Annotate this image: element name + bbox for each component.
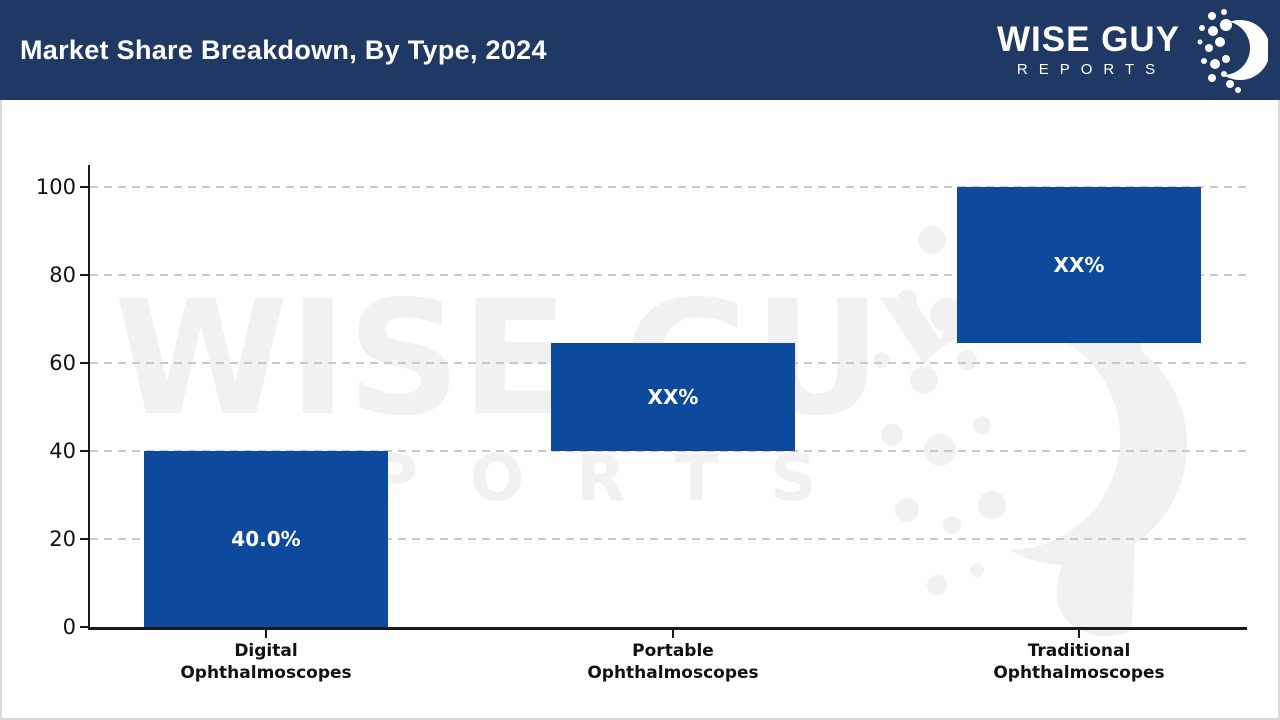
bar-digital-ophthalmoscopes: 40.0% (144, 451, 388, 627)
brand-logo-text: WISE GUY REPORTS (997, 22, 1180, 78)
category-label-line: Ophthalmoscopes (993, 663, 1165, 683)
y-tick-60 (80, 362, 88, 364)
header-bar: Market Share Breakdown, By Type, 2024 WI… (0, 0, 1280, 100)
y-tick-80 (80, 274, 88, 276)
brand-name-label: WISE GUY (996, 20, 1180, 59)
y-tick-label-80: 80 (49, 263, 76, 287)
x-tick-0 (265, 630, 267, 638)
y-tick-label-40: 40 (49, 439, 76, 463)
y-tick-20 (80, 538, 88, 540)
bar-value-label: 40.0% (231, 527, 301, 551)
x-tick-1 (672, 630, 674, 638)
y-tick-label-0: 0 (62, 615, 76, 639)
watermark-face-icon (874, 219, 1187, 637)
chart-panel: WISE GUY REPORTS 40.0% XX% XX% 0 20 40 60 80 1 (0, 100, 1280, 720)
brand-logo: WISE GUY REPORTS (997, 0, 1268, 100)
brand-face-icon (1196, 9, 1268, 93)
bar-value-label: XX% (1053, 253, 1105, 278)
y-tick-100 (80, 186, 88, 188)
x-tick-2 (1078, 630, 1080, 638)
bar-portable-ophthalmoscopes: XX% (551, 343, 795, 451)
category-label-line: Traditional (1027, 641, 1131, 661)
y-tick-label-60: 60 (49, 351, 76, 375)
category-label-line: Ophthalmoscopes (180, 663, 352, 683)
category-label-line: Digital (234, 641, 298, 661)
y-tick-label-20: 20 (49, 527, 76, 551)
category-label-traditional: Traditional Ophthalmoscopes (919, 640, 1239, 684)
category-label-digital: Digital Ophthalmoscopes (106, 640, 426, 684)
y-tick-40 (80, 450, 88, 452)
gridline-80 (90, 274, 1247, 276)
gridline-40 (90, 450, 1247, 452)
gridline-100 (90, 186, 1247, 188)
y-tick-0 (80, 626, 88, 628)
category-label-line: Portable (632, 641, 714, 661)
page-title: Market Share Breakdown, By Type, 2024 (20, 34, 547, 65)
bar-value-label: XX% (647, 385, 699, 410)
x-axis-spine (88, 627, 1247, 630)
gridline-20 (90, 538, 1247, 540)
brand-reports-label: REPORTS (1016, 61, 1167, 78)
y-axis-spine (88, 165, 90, 630)
bar-traditional-ophthalmoscopes: XX% (957, 187, 1201, 344)
category-label-portable: Portable Ophthalmoscopes (513, 640, 833, 684)
y-tick-label-100: 100 (35, 175, 76, 199)
category-label-line: Ophthalmoscopes (587, 663, 759, 683)
